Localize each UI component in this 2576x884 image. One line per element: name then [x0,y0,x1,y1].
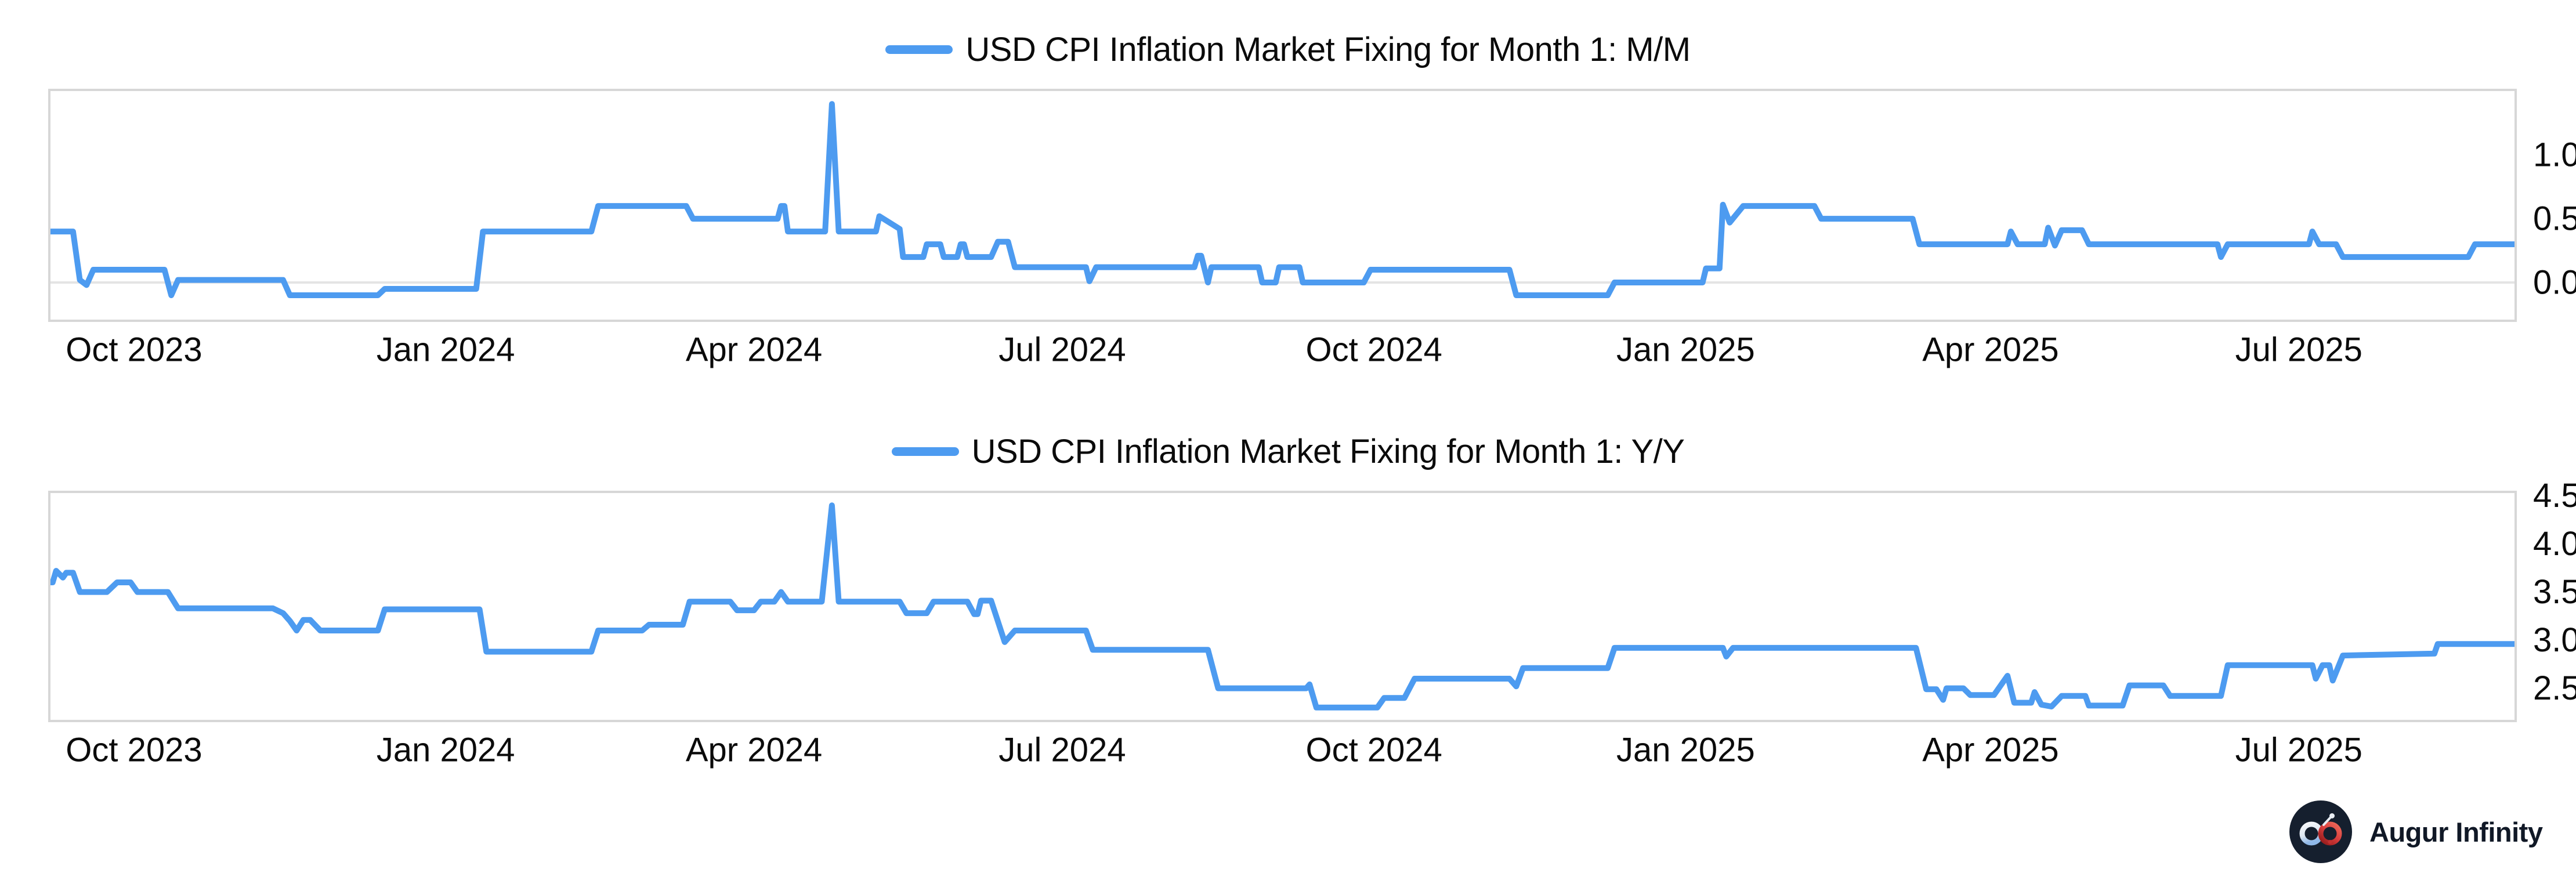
yy-plot-border [48,491,2517,722]
mm-x-tick-label: Jan 2025 [1616,331,1755,369]
yy-x-tick-label: Oct 2023 [66,731,202,769]
infinity-icon [2289,800,2352,863]
yy-y-tick-label: 3.0 [2533,621,2576,659]
mm-y-tick-label: 0.0 [2533,264,2576,302]
yy-y-tick-label: 4.5 [2533,477,2576,515]
yy-x-tick-label: Apr 2024 [686,731,822,769]
mm-x-tick-label: Jan 2024 [377,331,515,369]
mm-x-tick-label: Apr 2025 [1922,331,2058,369]
mm-plot-border [48,89,2517,322]
mm-legend-line-swatch [885,45,953,54]
mm-x-tick-label: Oct 2024 [1305,331,1442,369]
yy-x-tick-label: Jul 2025 [2235,731,2362,769]
yy-x-tick-label: Jan 2024 [377,731,515,769]
mm-chart-legend: USD CPI Inflation Market Fixing for Mont… [0,30,2576,69]
yy-x-tick-label: Oct 2024 [1305,731,1442,769]
yy-chart-legend: USD CPI Inflation Market Fixing for Mont… [0,432,2576,471]
mm-x-tick-label: Oct 2023 [66,331,202,369]
yy-legend-line-swatch [891,447,959,456]
yy-y-tick-label: 3.5 [2533,573,2576,611]
yy-series-line [49,502,2516,711]
mm-x-tick-label: Jul 2025 [2235,331,2362,369]
mm-chart-title: USD CPI Inflation Market Fixing for Mont… [965,30,1691,68]
yy-x-tick-label: Apr 2025 [1922,731,2058,769]
yy-chart-title: USD CPI Inflation Market Fixing for Mont… [971,432,1685,470]
mm-y-tick-label: 0.5 [2533,200,2576,238]
yy-x-tick-label: Jan 2025 [1616,731,1755,769]
yy-x-tick-label: Jul 2024 [998,731,1126,769]
yy-y-tick-label: 4.0 [2533,525,2576,563]
augur-infinity-logo: Augur Infinity [2288,799,2543,864]
mm-y-tick-label: 1.0 [2533,136,2576,174]
yy-y-tick-label: 2.5 [2533,669,2576,707]
mm-x-tick-label: Apr 2024 [686,331,822,369]
mm-series-line [49,101,2516,298]
logo-text: Augur Infinity [2369,816,2543,847]
mm-x-tick-label: Jul 2024 [998,331,1126,369]
